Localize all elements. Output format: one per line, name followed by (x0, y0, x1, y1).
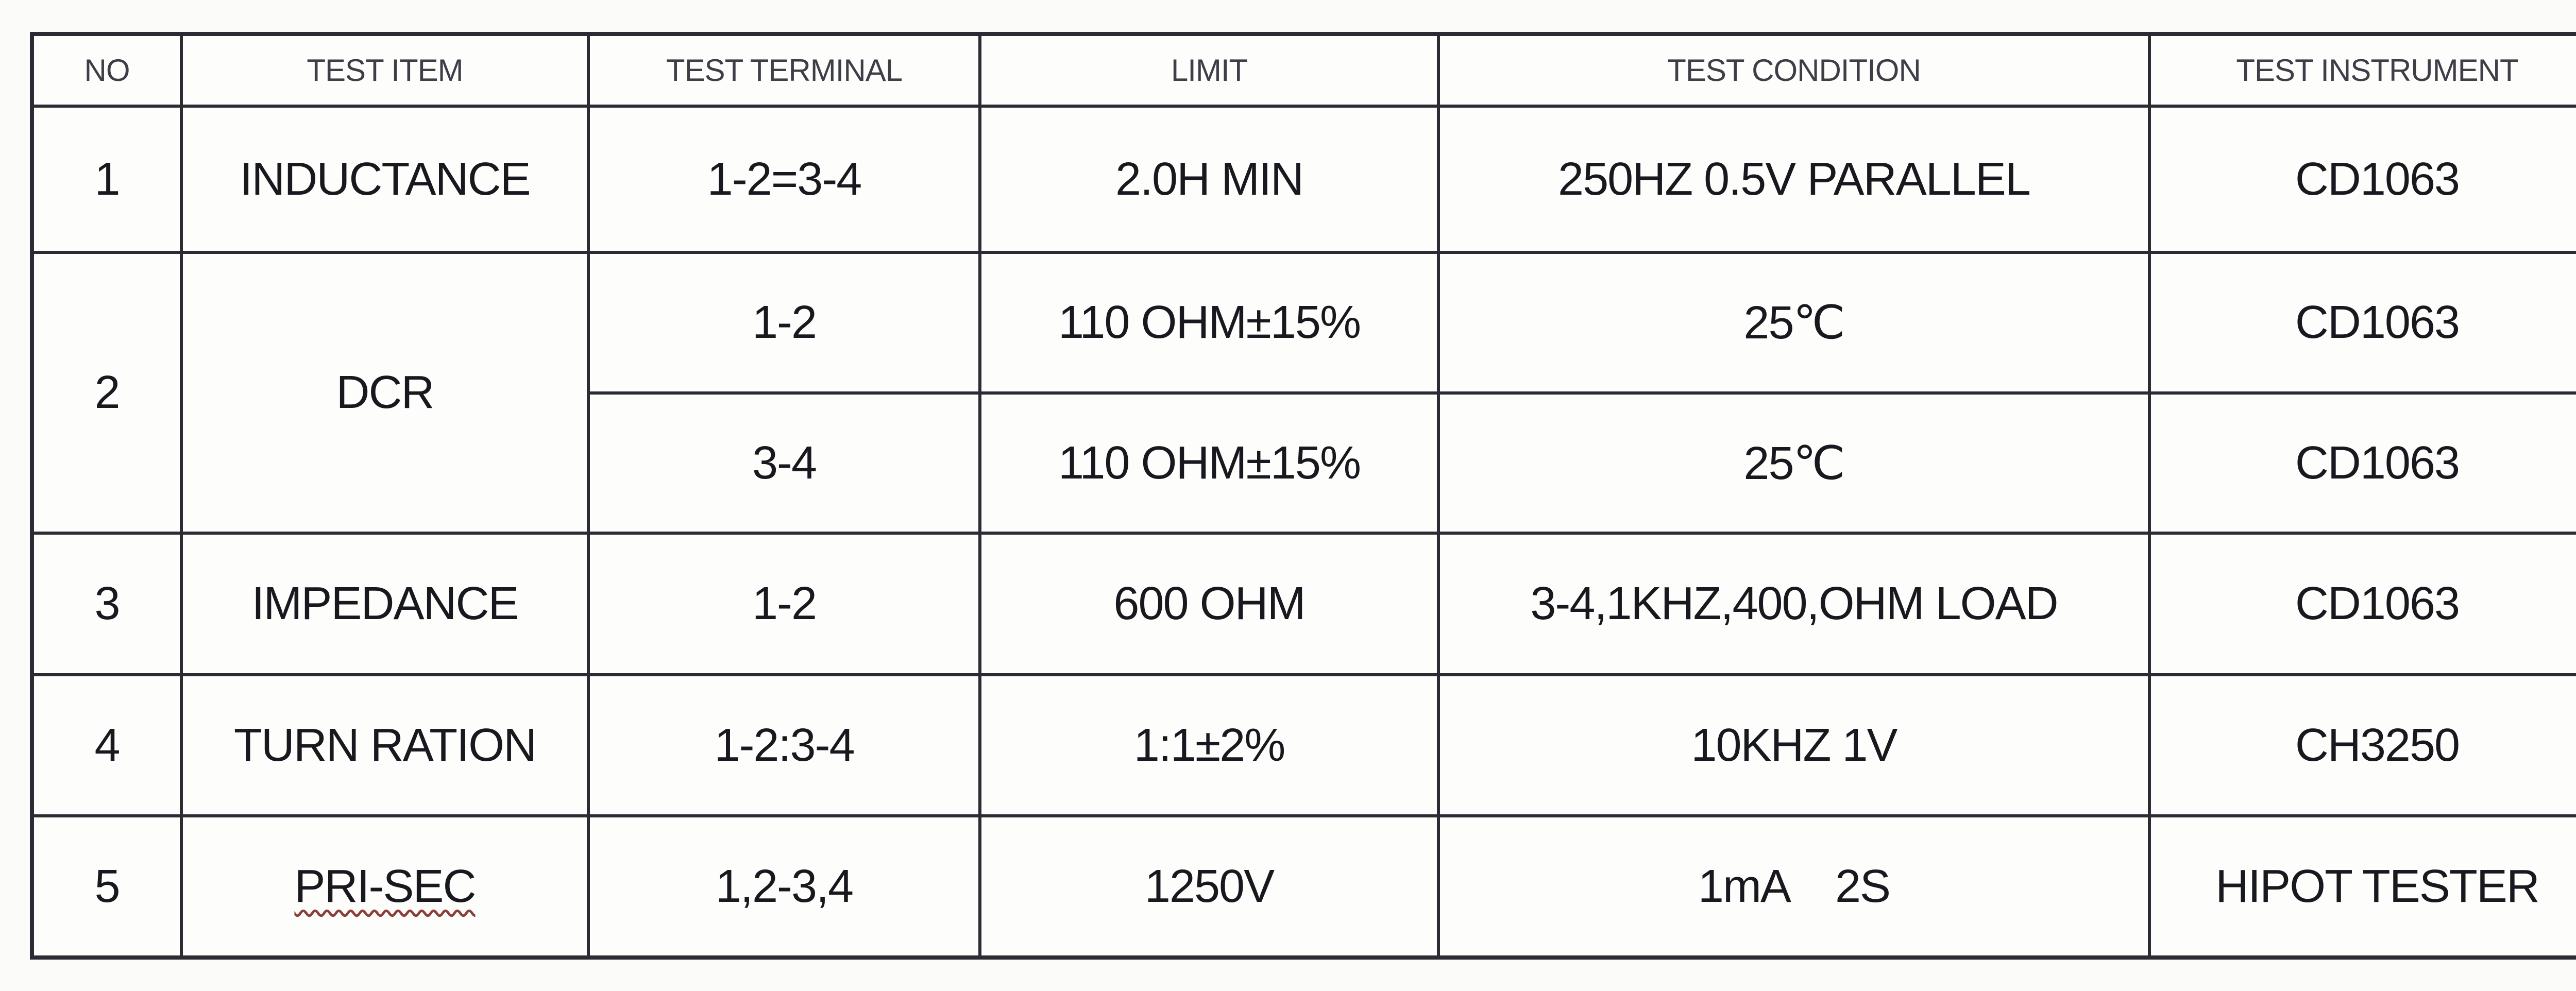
cell-limit: 1:1±2% (978, 673, 1440, 817)
cell-test-instrument: CH3250 (2148, 673, 2576, 817)
cell-test-item: PRI-SEC (180, 814, 590, 959)
cell-test-terminal: 3-4 (587, 391, 981, 535)
cell-test-terminal: 1-2 (587, 532, 981, 676)
col-header-test-terminal: TEST TERMINAL (587, 32, 981, 108)
cell-no: 5 (30, 814, 183, 959)
cell-limit: 2.0H MIN (978, 105, 1440, 254)
cell-test-terminal: 1-2=3-4 (587, 105, 981, 254)
cell-test-instrument: CD1063 (2148, 391, 2576, 535)
table-row-2b: 3-4 110 OHM±15% 25℃ CD1063 (32, 391, 2576, 535)
cell-test-item: IMPEDANCE (180, 532, 590, 676)
cell-limit: 110 OHM±15% (978, 251, 1440, 395)
cell-test-condition: 3-4,1KHZ,400,OHM LOAD (1437, 532, 2151, 676)
cell-test-terminal: 1,2-3,4 (587, 814, 981, 959)
test-spec-table: NO TEST ITEM TEST TERMINAL LIMIT TEST CO… (30, 32, 2576, 960)
cell-no: 3 (30, 532, 183, 676)
cell-test-item: TURN RATION (180, 673, 590, 817)
cell-test-instrument: CD1063 (2148, 532, 2576, 676)
table-row-5: 5 PRI-SEC 1,2-3,4 1250V 1mA 2S HIPOT TES… (30, 814, 2576, 959)
cell-test-instrument: CD1063 (2148, 105, 2576, 254)
cell-test-condition: 25℃ (1437, 251, 2151, 395)
cell-test-item: DCR (180, 251, 590, 535)
cell-limit: 1250V (978, 814, 1440, 959)
cell-no: 2 (30, 251, 183, 535)
cell-test-terminal: 1-2 (587, 251, 981, 395)
col-header-test-instrument: TEST INSTRUMENT (2148, 32, 2576, 108)
table-row-2a: 2 DCR 1-2 110 OHM±15% 25℃ CD1063 (30, 251, 2576, 535)
cell-test-condition: 10KHZ 1V (1437, 673, 2151, 817)
cell-no: 1 (30, 105, 183, 254)
cell-test-item: INDUCTANCE (180, 105, 590, 254)
cell-test-instrument: CD1063 (2148, 251, 2576, 395)
cell-test-instrument: HIPOT TESTER (2148, 814, 2576, 959)
cell-limit: 600 OHM (978, 532, 1440, 676)
col-header-test-item: TEST ITEM (180, 32, 590, 108)
cell-test-condition: 1mA 2S (1437, 814, 2151, 959)
cell-limit: 110 OHM±15% (978, 391, 1440, 535)
cell-test-condition: 25℃ (1437, 391, 2151, 535)
col-header-test-condition: TEST CONDITION (1437, 32, 2151, 108)
col-header-no: NO (30, 32, 183, 108)
cell-no: 4 (30, 673, 183, 817)
cell-test-terminal: 1-2:3-4 (587, 673, 981, 817)
header-row: NO TEST ITEM TEST TERMINAL LIMIT TEST CO… (30, 32, 2576, 108)
table-row-3: 3 IMPEDANCE 1-2 600 OHM 3-4,1KHZ,400,OHM… (30, 532, 2576, 676)
table-row-1: 1 INDUCTANCE 1-2=3-4 2.0H MIN 250HZ 0.5V… (30, 105, 2576, 254)
table-row-4: 4 TURN RATION 1-2:3-4 1:1±2% 10KHZ 1V CH… (30, 673, 2576, 817)
cell-test-condition: 250HZ 0.5V PARALLEL (1437, 105, 2151, 254)
col-header-limit: LIMIT (978, 32, 1440, 108)
